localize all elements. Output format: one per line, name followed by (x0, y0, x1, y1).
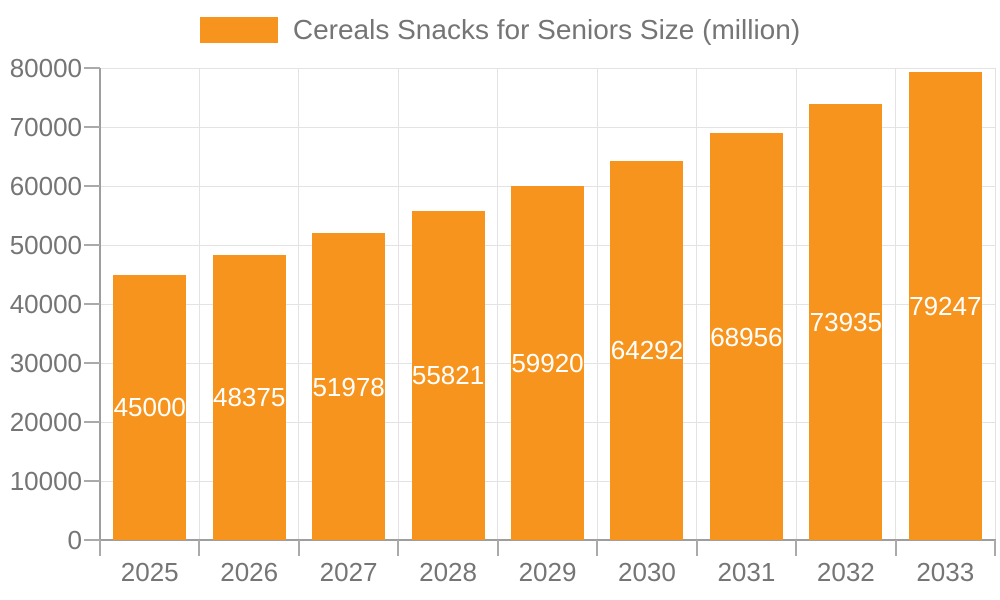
x-tick-label-2032: 2032 (816, 557, 875, 587)
y-tick-mark (84, 244, 100, 246)
x-tick-mark (99, 540, 101, 556)
v-gridline (497, 68, 499, 540)
x-tick-label-2031: 2031 (717, 557, 776, 587)
x-tick-label-2033: 2033 (916, 557, 975, 587)
y-tick-mark (84, 421, 100, 423)
legend[interactable]: Cereals Snacks for Seniors Size (million… (0, 14, 1000, 46)
bar-value-label-2029: 59920 (511, 348, 584, 379)
bar-value-label-2031: 68956 (710, 321, 783, 352)
x-tick-mark (198, 540, 201, 556)
x-tick-label-2028: 2028 (419, 557, 477, 587)
x-tick-mark (695, 540, 698, 556)
bar-value-label-2033: 79247 (909, 291, 982, 322)
x-tick-label-2030: 2030 (618, 557, 676, 587)
bar-2033[interactable] (908, 72, 982, 540)
x-tick-mark (596, 540, 599, 556)
bar-2030[interactable] (610, 160, 684, 540)
y-tick-label: 80000 (9, 53, 82, 83)
bar-2032[interactable] (809, 103, 883, 540)
x-tick-label-2025: 2025 (120, 557, 179, 587)
y-tick-label: 70000 (9, 112, 82, 142)
v-gridline (696, 68, 698, 540)
x-tick-label-2029: 2029 (518, 557, 577, 587)
x-tick-mark (496, 540, 499, 556)
bar-value-label-2025: 45000 (113, 392, 186, 423)
x-tick-mark (397, 540, 400, 556)
bar-value-label-2032: 73935 (809, 306, 882, 337)
bar-2027[interactable] (312, 233, 386, 540)
y-tick-label: 30000 (9, 348, 82, 378)
bar-2025[interactable] (113, 274, 187, 540)
bar-value-label-2030: 64292 (610, 335, 684, 366)
y-tick-mark (84, 126, 100, 128)
x-tick-mark (297, 540, 300, 556)
bar-2029[interactable] (511, 186, 584, 540)
legend-swatch[interactable] (199, 17, 278, 43)
v-gridline (198, 68, 200, 540)
y-tick-label: 40000 (9, 289, 82, 319)
bar-value-label-2026: 48375 (213, 382, 286, 413)
x-tick-mark (894, 540, 897, 556)
y-tick-label: 60000 (9, 171, 82, 201)
x-tick-mark (994, 540, 996, 556)
h-gridline (100, 185, 995, 187)
y-tick-mark (84, 539, 100, 541)
h-gridline (100, 67, 995, 69)
y-tick-mark (84, 480, 100, 482)
y-tick-label: 0 (67, 525, 82, 555)
v-gridline (397, 68, 399, 540)
x-axis-line (99, 539, 996, 541)
y-tick-mark (84, 303, 100, 305)
x-tick-label-2027: 2027 (319, 557, 378, 587)
v-gridline (994, 68, 996, 540)
x-tick-mark (795, 540, 798, 556)
y-tick-label: 50000 (9, 230, 82, 260)
legend-label: Cereals Snacks for Seniors Size (million… (292, 14, 801, 45)
y-tick-mark (84, 185, 100, 187)
v-gridline (895, 68, 897, 540)
bar-2026[interactable] (212, 254, 286, 540)
y-tick-label: 10000 (9, 466, 82, 496)
bar-value-label-2027: 51978 (312, 371, 385, 402)
y-tick-mark (84, 67, 100, 69)
v-gridline (596, 68, 598, 540)
x-tick-label-2026: 2026 (220, 557, 279, 587)
y-tick-mark (84, 362, 100, 364)
bar-2031[interactable] (709, 133, 783, 540)
bar-value-label-2028: 55821 (411, 360, 485, 391)
v-gridline (795, 68, 797, 540)
h-gridline (100, 126, 995, 128)
y-tick-label: 20000 (9, 407, 82, 437)
y-axis-line (99, 68, 101, 541)
v-gridline (298, 68, 300, 540)
bar-2028[interactable] (411, 210, 485, 540)
